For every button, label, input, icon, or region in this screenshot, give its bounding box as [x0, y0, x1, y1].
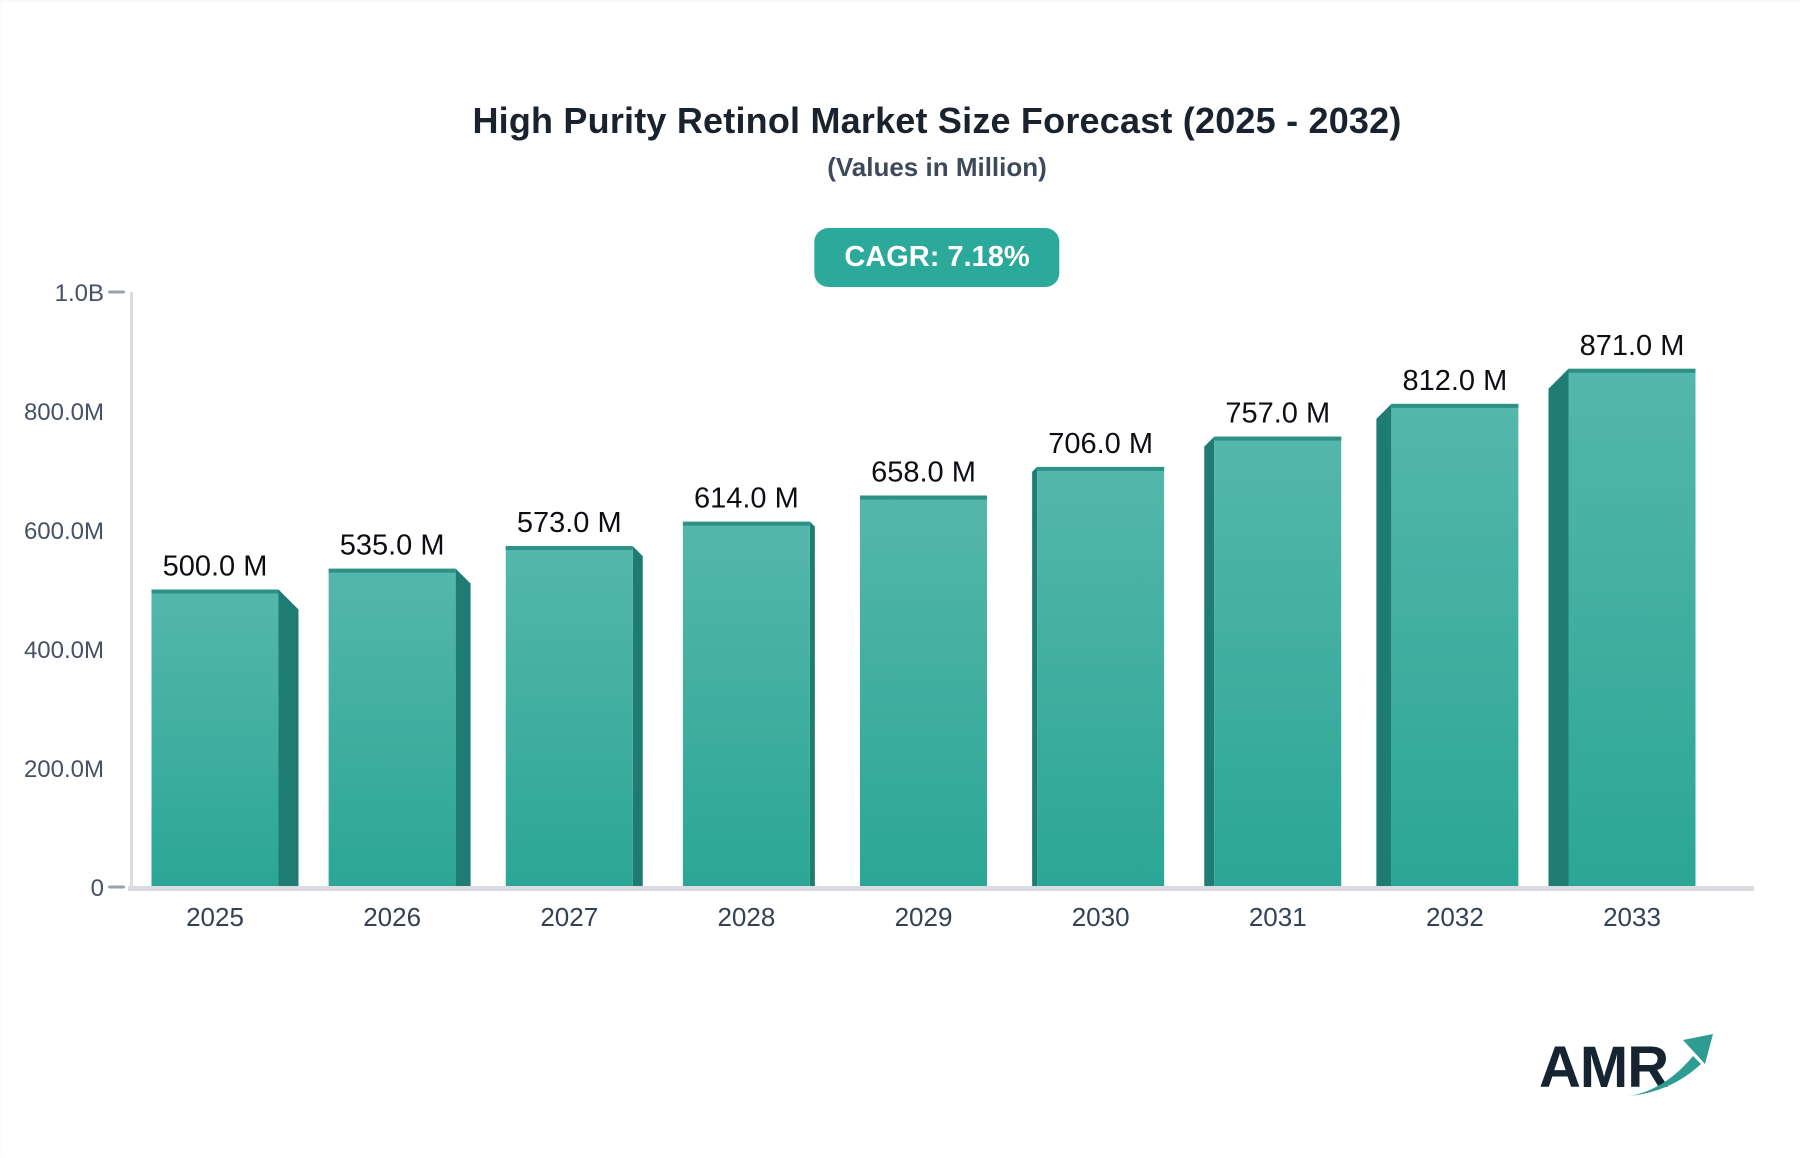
- bar-2026[interactable]: [328, 568, 471, 887]
- bar-top-rim: [151, 589, 279, 594]
- x-axis-year-label: 2029: [895, 902, 953, 932]
- bar-value-label: 535.0 M: [340, 530, 445, 562]
- y-axis-tick-label: 200.0M: [24, 756, 104, 783]
- bar-top-rim: [505, 546, 633, 551]
- bar-value-label: 757.0 M: [1225, 398, 1330, 430]
- bar-front-face: [1568, 368, 1696, 887]
- bar-value-label: 871.0 M: [1580, 330, 1685, 362]
- x-axis-year-label: 2026: [363, 902, 421, 932]
- bar-top-rim: [1568, 368, 1696, 373]
- bar-front-face: [1037, 466, 1165, 887]
- bar-front-face: [682, 521, 810, 887]
- x-axis-baseline: [128, 886, 1754, 891]
- bar-2031[interactable]: [1204, 436, 1342, 887]
- bar-value-label: 500.0 M: [163, 551, 268, 583]
- amr-logo-text: AMR: [1539, 1035, 1669, 1100]
- bar-side-face: [809, 521, 815, 887]
- bar-side-face: [1204, 436, 1215, 887]
- bar-2025[interactable]: [151, 589, 299, 888]
- x-axis-year-label: 2027: [540, 902, 598, 932]
- y-axis-tick-label: 800.0M: [24, 399, 104, 426]
- cagr-badge: CAGR: 7.18%: [814, 228, 1060, 287]
- bar-top-rim: [860, 495, 987, 500]
- bar-front-face: [151, 589, 279, 887]
- bar-value-label: 614.0 M: [694, 483, 799, 515]
- bar-side-face: [1376, 403, 1392, 887]
- bar-2027[interactable]: [505, 546, 643, 887]
- chart-subtitle: (Values in Million): [827, 152, 1047, 182]
- bar-2030[interactable]: [1032, 466, 1165, 887]
- bar-front-face: [1391, 403, 1519, 887]
- y-axis-tick-mark: [108, 290, 125, 294]
- y-axis-tick-label: 600.0M: [24, 518, 104, 545]
- bar-front-face: [1214, 436, 1342, 887]
- amr-logo: AMR: [1539, 1034, 1739, 1124]
- bar-2028[interactable]: [682, 521, 815, 887]
- bar-2032[interactable]: [1376, 403, 1519, 887]
- bar-side-face: [455, 568, 471, 887]
- x-axis-year-label: 2030: [1072, 902, 1130, 932]
- bar-top-rim: [1391, 403, 1519, 408]
- bar-2029[interactable]: [860, 495, 987, 887]
- bar-top-rim: [1214, 436, 1342, 441]
- x-axis-year-label: 2025: [186, 902, 244, 932]
- bar-side-face: [1032, 466, 1038, 887]
- x-axis-year-label: 2033: [1603, 902, 1661, 932]
- y-axis-tick-label: 400.0M: [24, 637, 104, 664]
- growth-arrow-icon: [1629, 1034, 1713, 1096]
- y-axis-tick-mark: [108, 885, 125, 889]
- bar-side-face: [1548, 368, 1569, 887]
- bar-top-rim: [1037, 466, 1165, 471]
- bar-front-face: [860, 495, 987, 887]
- chart-title: High Purity Retinol Market Size Forecast…: [472, 100, 1402, 141]
- x-axis-year-label: 2031: [1249, 902, 1307, 932]
- bar-front-face: [505, 546, 633, 887]
- x-axis-year-label: 2028: [717, 902, 775, 932]
- y-axis-tick-label: 0: [91, 875, 104, 902]
- bar-top-rim: [682, 521, 810, 526]
- bar-value-label: 658.0 M: [871, 456, 976, 488]
- bar-value-label: 573.0 M: [517, 507, 622, 539]
- bar-value-label: 812.0 M: [1402, 365, 1507, 397]
- bar-value-label: 706.0 M: [1048, 428, 1153, 460]
- bar-front-face: [328, 568, 456, 887]
- bar-2033[interactable]: [1548, 368, 1696, 887]
- bar-side-face: [632, 546, 643, 887]
- y-axis-tick-label: 1.0B: [55, 280, 104, 307]
- bar-side-face: [278, 589, 299, 887]
- bar-top-rim: [328, 568, 456, 573]
- x-axis-year-label: 2032: [1426, 902, 1484, 932]
- y-axis-line: [130, 292, 133, 887]
